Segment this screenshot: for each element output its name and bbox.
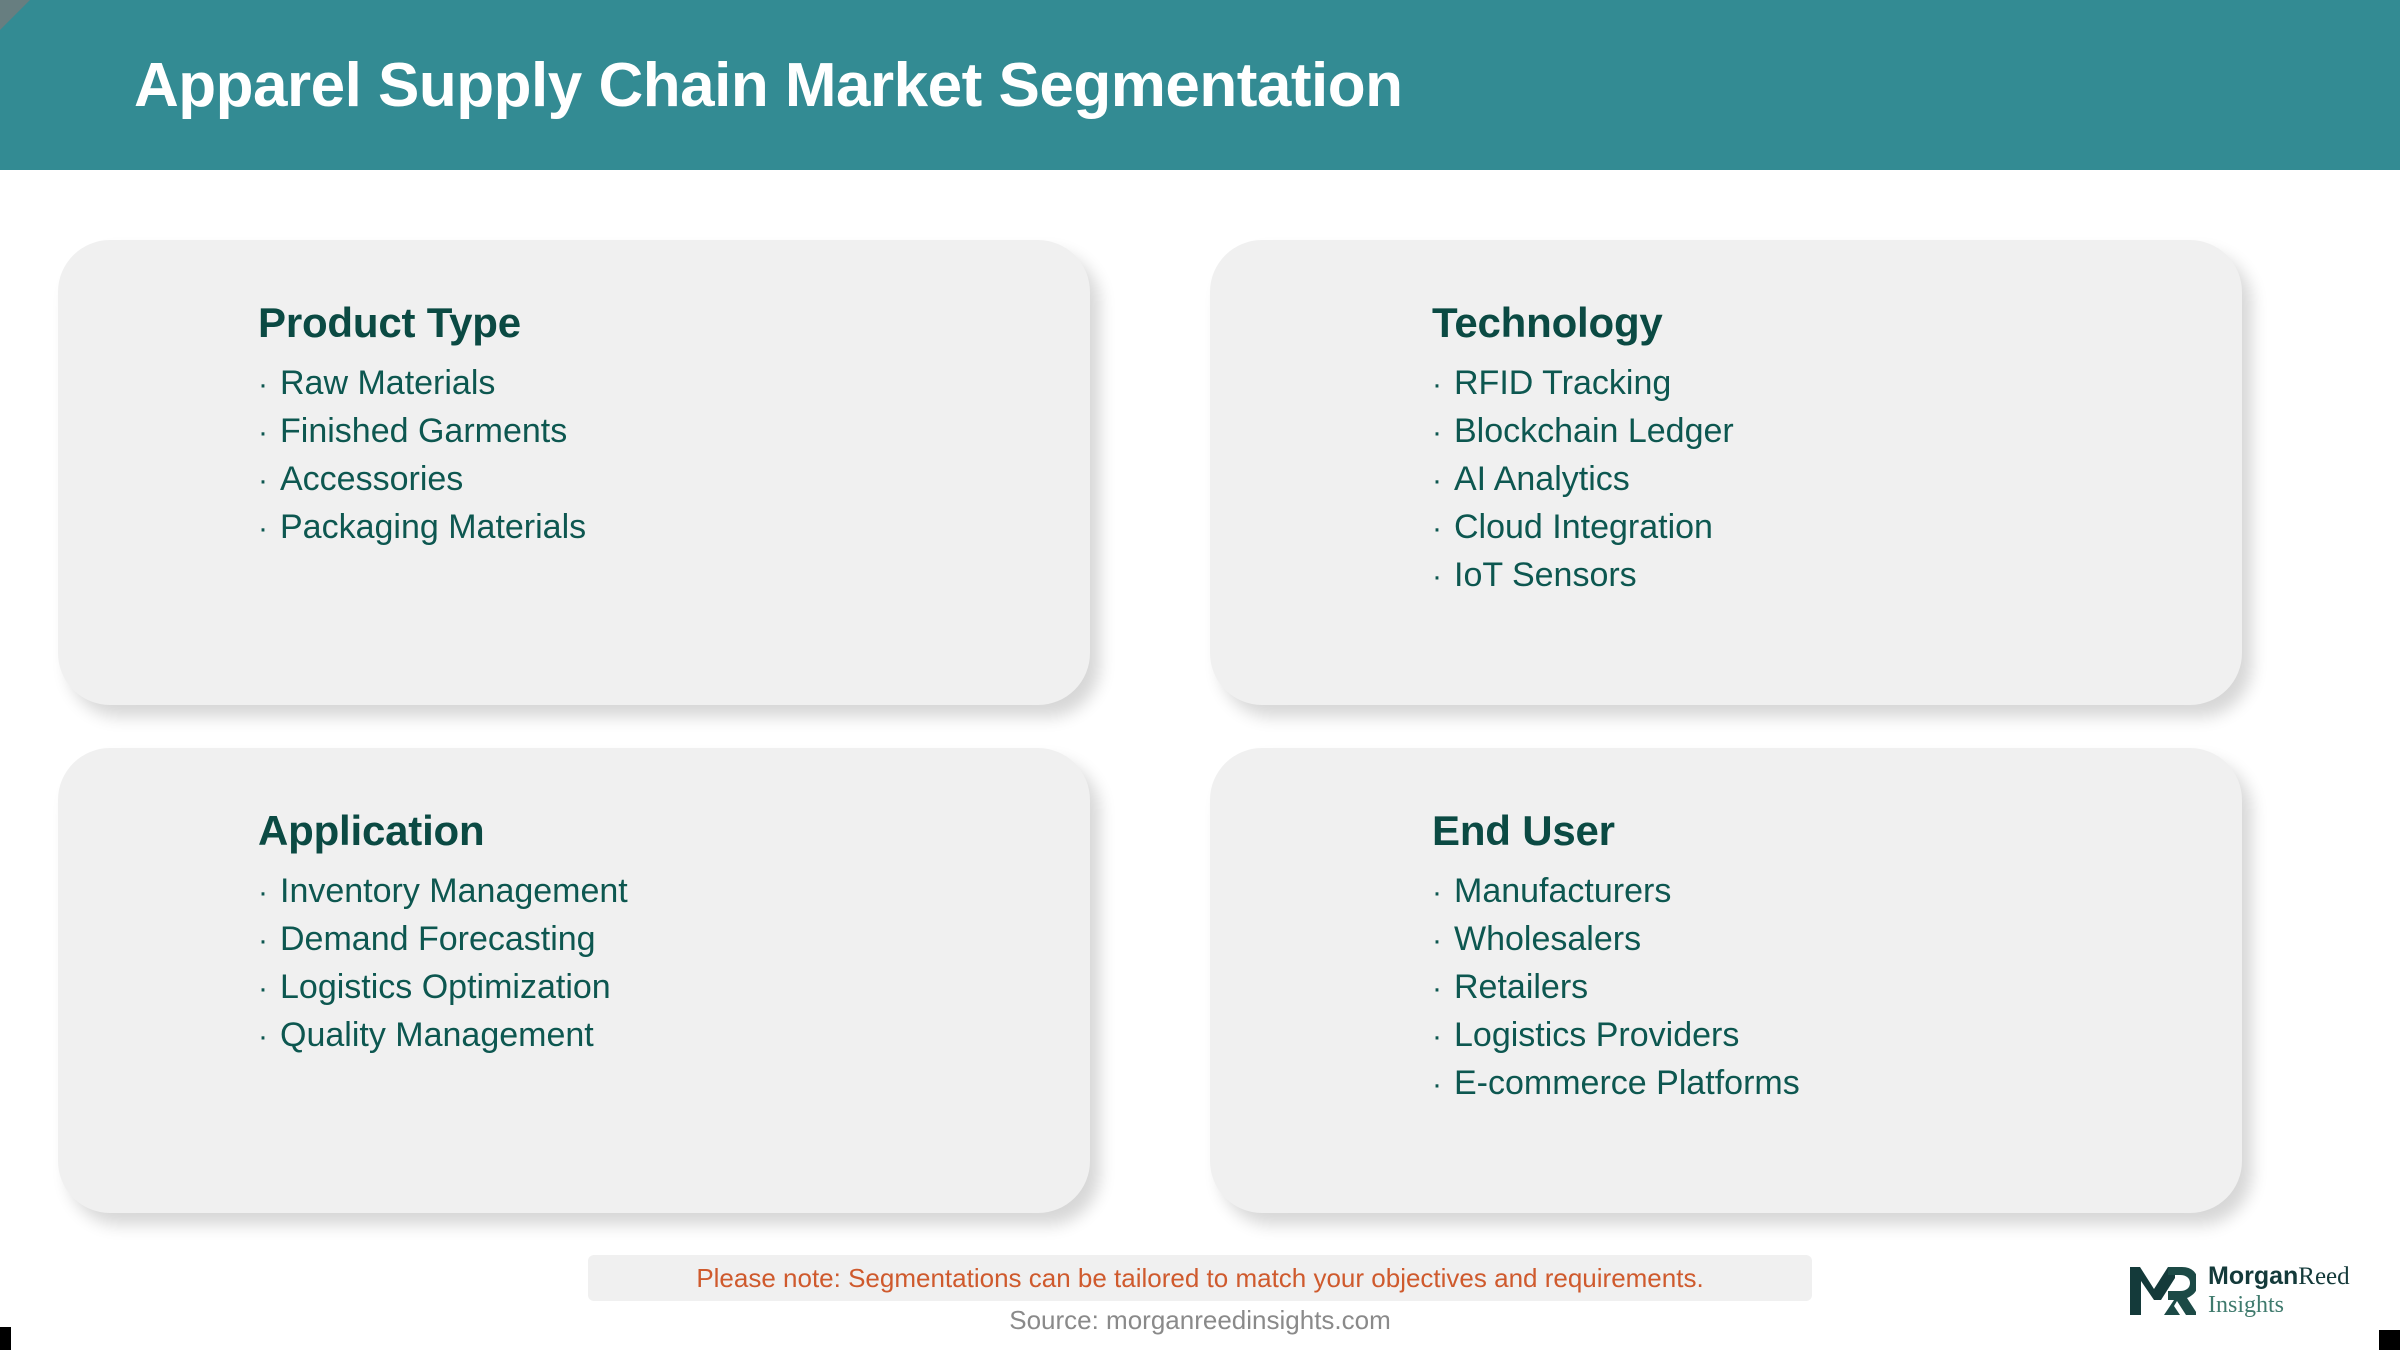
list-item-label: Logistics Optimization (280, 968, 611, 1006)
mr-monogram-icon (2130, 1266, 2196, 1315)
list-item-label: Logistics Providers (1454, 1016, 1740, 1054)
list-item-label: RFID Tracking (1454, 364, 1672, 402)
card-item-list: · Manufacturers · Wholesalers · Retailers ·… (1432, 868, 2202, 1108)
bullet-icon: · (1432, 876, 1442, 909)
list-item-label: Inventory Management (280, 872, 628, 910)
list-item-label: Cloud Integration (1454, 508, 1713, 546)
list-item: · Accessories (258, 456, 1050, 504)
card-title: Technology (1432, 299, 1663, 346)
bullet-icon: · (1432, 1068, 1442, 1101)
list-item: · Logistics Providers (1432, 1012, 2202, 1060)
bullet-icon: · (1432, 1020, 1442, 1053)
list-item-label: Retailers (1454, 968, 1589, 1006)
bullet-icon: · (258, 464, 268, 497)
list-item-label: IoT Sensors (1454, 556, 1637, 594)
logo-company-name: MorganReed (2208, 1262, 2350, 1290)
list-item: · Wholesalers (1432, 916, 2202, 964)
logo-name-regular: Reed (2298, 1263, 2350, 1290)
list-item-label: Manufacturers (1454, 872, 1672, 910)
logo-tagline: Insights (2208, 1292, 2285, 1318)
bullet-icon: · (1432, 972, 1442, 1005)
bottom-right-corner-mark (2379, 1330, 2400, 1350)
list-item-label: Accessories (280, 460, 464, 498)
list-item-label: Demand Forecasting (280, 920, 596, 958)
card-title: Application (258, 807, 485, 854)
list-item: · E-commerce Platforms (1432, 1060, 2202, 1108)
list-item: · IoT Sensors (1432, 552, 2202, 600)
bullet-icon: · (258, 1020, 268, 1053)
list-item: · Demand Forecasting (258, 916, 1050, 964)
bullet-icon: · (258, 416, 268, 449)
list-item-label: E-commerce Platforms (1454, 1064, 1800, 1102)
list-item: · Inventory Management (258, 868, 1050, 916)
list-item: · Finished Garments (258, 408, 1050, 456)
list-item: · Raw Materials (258, 360, 1050, 408)
list-item: · Retailers (1432, 964, 2202, 1012)
bullet-icon: · (258, 972, 268, 1005)
segmentation-card-product-type: Product Type · Raw Materials · Finished Ga… (58, 240, 1090, 705)
note-box: Please note: Segmentations can be tailor… (588, 1255, 1812, 1301)
list-item-label: Quality Management (280, 1016, 594, 1054)
bullet-icon: · (258, 368, 268, 401)
bullet-icon: · (1432, 512, 1442, 545)
list-item-label: Wholesalers (1454, 920, 1642, 958)
list-item: · Quality Management (258, 1012, 1050, 1060)
list-item-label: Packaging Materials (280, 508, 587, 546)
list-item: · Packaging Materials (258, 504, 1050, 552)
note-text: Please note: Segmentations can be tailor… (696, 1262, 1704, 1293)
source-text: Source: morganreedinsights.com (1009, 1305, 1391, 1335)
card-title: Product Type (258, 299, 521, 346)
card-content: Product Type · Raw Materials · Finished Ga… (258, 302, 1050, 552)
list-item-label: Blockchain Ledger (1454, 412, 1734, 450)
list-item: · RFID Tracking (1432, 360, 2202, 408)
bullet-icon: · (258, 924, 268, 957)
list-item: · Logistics Optimization (258, 964, 1050, 1012)
list-item: · Cloud Integration (1432, 504, 2202, 552)
card-content: Technology · RFID Tracking · Blockchain Le… (1432, 302, 2202, 600)
brand-logo: MorganReed Insights (2128, 1264, 2350, 1317)
list-item-label: AI Analytics (1454, 460, 1630, 498)
header-bar (0, 0, 2400, 170)
card-title: End User (1432, 807, 1615, 854)
logo-wordmark: MorganReed Insights (2208, 1262, 2350, 1318)
bullet-icon: · (1432, 416, 1442, 449)
logo-name-bold: Morgan (2208, 1262, 2299, 1290)
segmentation-card-end-user: End User · Manufacturers · Wholesalers · Re… (1210, 748, 2242, 1213)
bullet-icon: · (1432, 924, 1442, 957)
card-content: End User · Manufacturers · Wholesalers · Re… (1432, 810, 2202, 1108)
bottom-left-corner-mark (0, 1327, 11, 1350)
card-item-list: · RFID Tracking · Blockchain Ledger · AI An… (1432, 360, 2202, 600)
bullet-icon: · (1432, 464, 1442, 497)
card-item-list: · Raw Materials · Finished Garments · Acces… (258, 360, 1050, 552)
page-title: Apparel Supply Chain Market Segmentation (134, 50, 1403, 120)
bullet-icon: · (1432, 560, 1442, 593)
list-item: · AI Analytics (1432, 456, 2202, 504)
card-content: Application · Inventory Management · Deman… (258, 810, 1050, 1060)
corner-triangle-decoration (0, 0, 30, 30)
list-item: · Manufacturers (1432, 868, 2202, 916)
list-item: · Blockchain Ledger (1432, 408, 2202, 456)
bullet-icon: · (1432, 368, 1442, 401)
card-item-list: · Inventory Management · Demand Forecastin… (258, 868, 1050, 1060)
list-item-label: Raw Materials (280, 364, 496, 402)
segmentation-card-application: Application · Inventory Management · Deman… (58, 748, 1090, 1213)
bullet-icon: · (258, 512, 268, 545)
segmentation-card-technology: Technology · RFID Tracking · Blockchain Le… (1210, 240, 2242, 705)
bullet-icon: · (258, 876, 268, 909)
list-item-label: Finished Garments (280, 412, 568, 450)
